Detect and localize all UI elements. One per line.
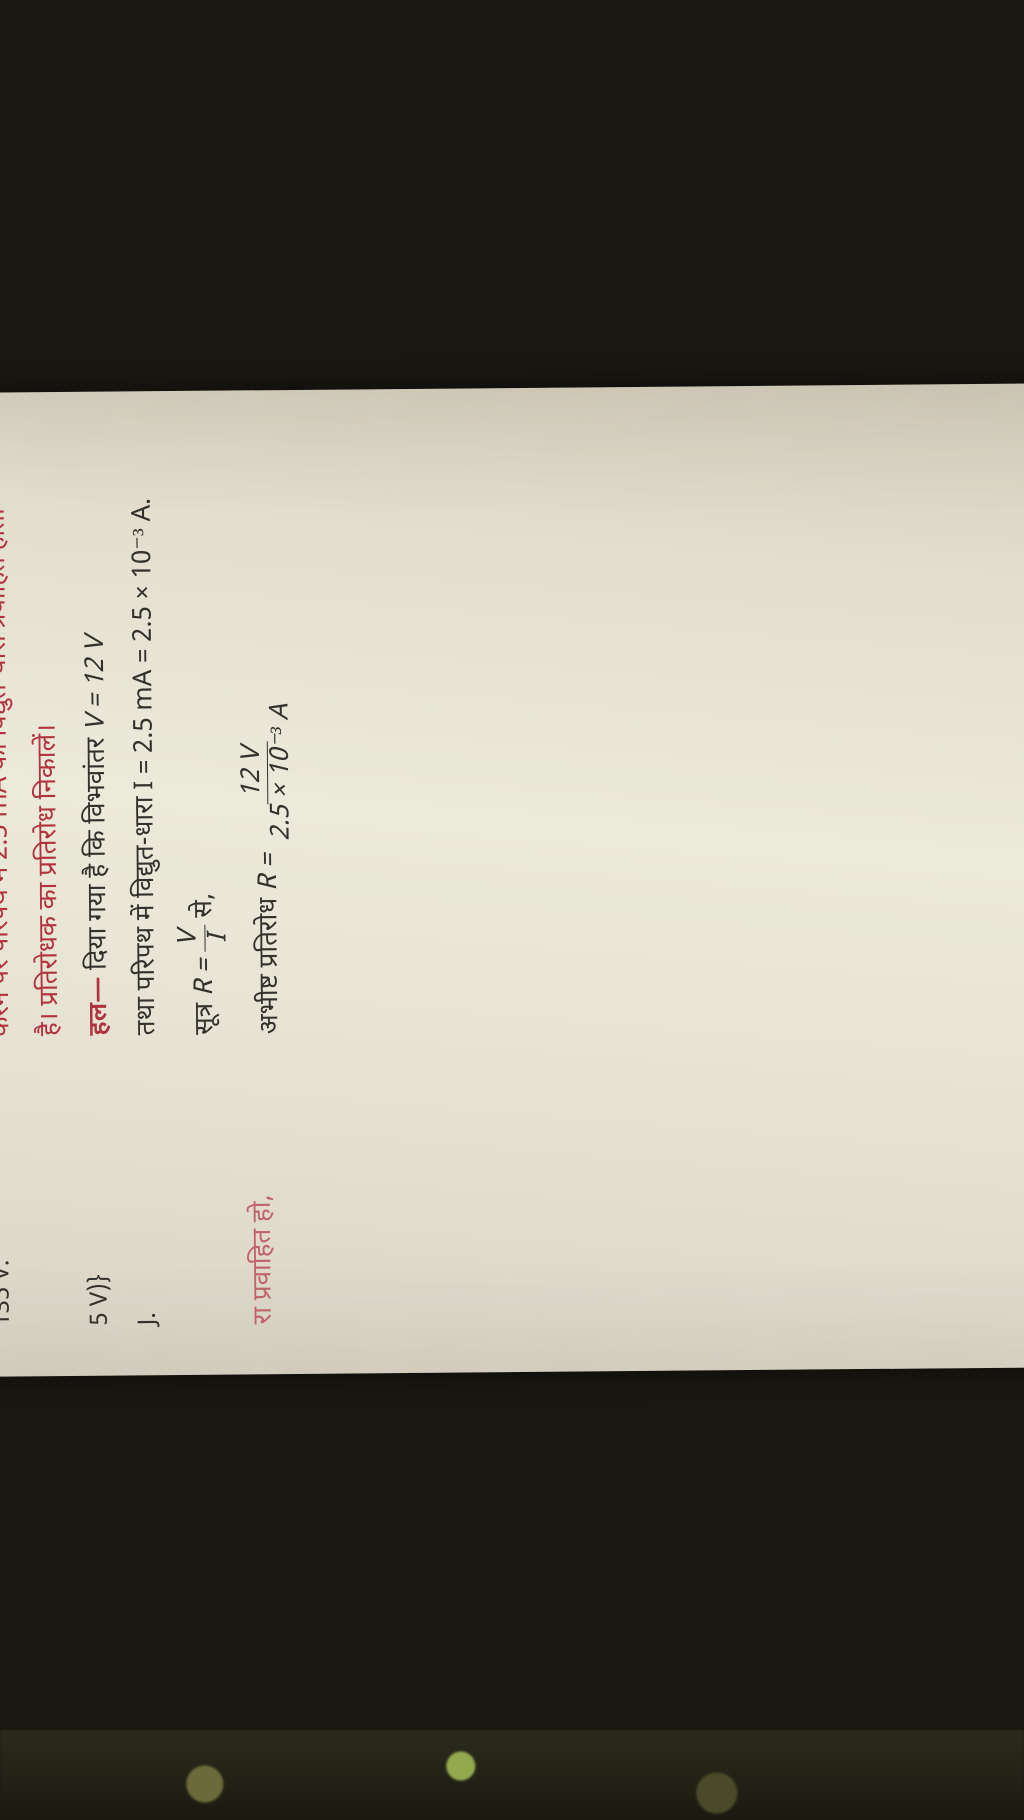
frac-12v: 12 V 2.5 × 10⁻³ A [238,698,297,848]
table-edge-decor [0,1730,1024,1820]
q9-line3: है। प्रतिरोधक का प्रतिरोध निकालें। [25,442,73,1036]
v-over-i-2: V I [176,924,234,952]
r-eq-vi-2: R = [189,952,223,996]
frac-i2: I [205,928,234,949]
sutra2-label: सूत्र [189,996,223,1035]
se2-suffix: से, [188,893,222,918]
hal-v12: V = 12 V [79,636,114,731]
left-5v: 5 V)} [79,1096,121,1326]
q9-line2: करने पर परिपथ में 2.5 mA की विद्युत-धारा… [0,442,24,1036]
abhisht2-text: अभीष्ट प्रतिरोध [253,891,288,1035]
frac-v2: V [176,924,206,952]
abhisht2-r: R = [252,847,286,891]
num-12v: 12 V [238,741,268,804]
left-j: J. [128,1095,170,1325]
hal-text1a: दिया गया है कि विभवांतर [80,731,116,971]
left-pravahit: रा प्रवाहित हो, [241,1094,286,1324]
left-135v: 135 V. [0,1096,23,1326]
hal-line2: तथा परिपथ में विद्युत-धारा I = 2.5 mA = … [123,441,171,1035]
hal-label: हल— [82,977,117,1036]
den-25e-3: 2.5 × 10⁻³ A [267,698,297,847]
